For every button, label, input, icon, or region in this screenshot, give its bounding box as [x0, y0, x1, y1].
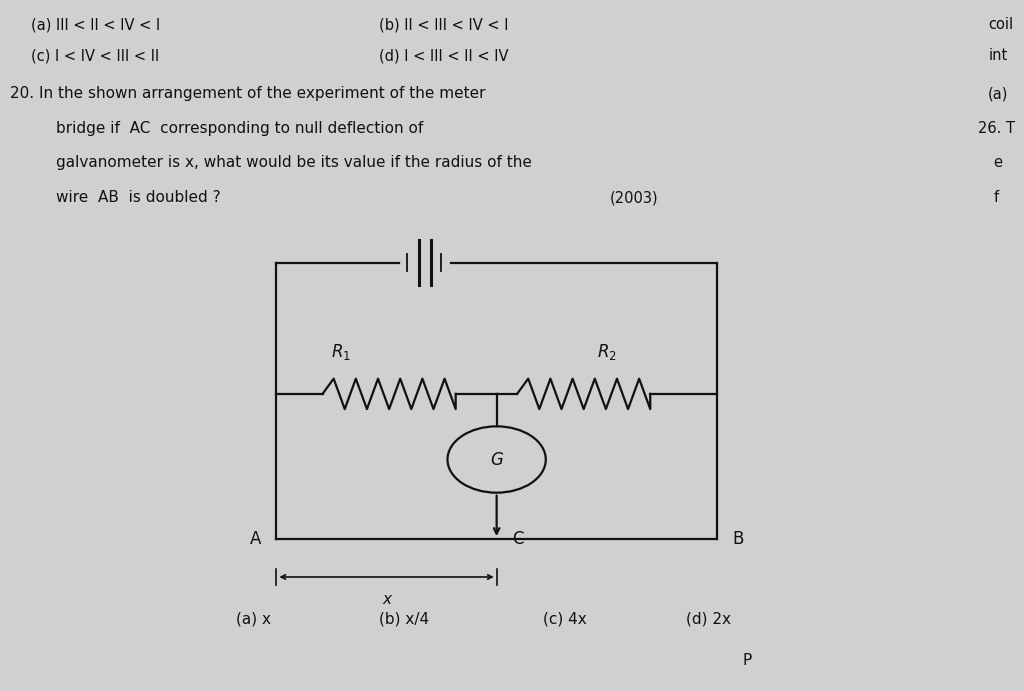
Text: x: x [382, 592, 391, 607]
Text: 26. T: 26. T [978, 121, 1015, 136]
Text: A: A [250, 530, 261, 548]
Text: bridge if  AC  corresponding to null deflection of: bridge if AC corresponding to null defle… [56, 121, 424, 136]
Text: (d) 2x: (d) 2x [686, 612, 731, 627]
Text: (c) I < IV < III < II: (c) I < IV < III < II [31, 48, 159, 64]
Text: B: B [732, 530, 743, 548]
Text: coil: coil [988, 17, 1014, 32]
Text: (2003): (2003) [609, 190, 657, 205]
Text: (d) I < III < II < IV: (d) I < III < II < IV [379, 48, 508, 64]
Text: (b) x/4: (b) x/4 [379, 612, 429, 627]
Text: wire  AB  is doubled ?: wire AB is doubled ? [56, 190, 221, 205]
Text: (a): (a) [988, 86, 1009, 102]
Text: G: G [490, 451, 503, 468]
Text: e: e [993, 155, 1002, 171]
Text: int: int [988, 48, 1008, 64]
Text: P: P [742, 653, 752, 668]
Text: $R_2$: $R_2$ [597, 343, 616, 362]
Text: galvanometer is x, what would be its value if the radius of the: galvanometer is x, what would be its val… [56, 155, 532, 171]
Text: (c) 4x: (c) 4x [543, 612, 587, 627]
Text: 20. In the shown arrangement of the experiment of the meter: 20. In the shown arrangement of the expe… [10, 86, 485, 102]
Text: C: C [512, 530, 523, 548]
Text: (a) III < II < IV < I: (a) III < II < IV < I [31, 17, 160, 32]
Text: $R_1$: $R_1$ [331, 343, 350, 362]
Text: (a) x: (a) x [236, 612, 270, 627]
Text: f: f [993, 190, 998, 205]
Text: (b) II < III < IV < I: (b) II < III < IV < I [379, 17, 508, 32]
